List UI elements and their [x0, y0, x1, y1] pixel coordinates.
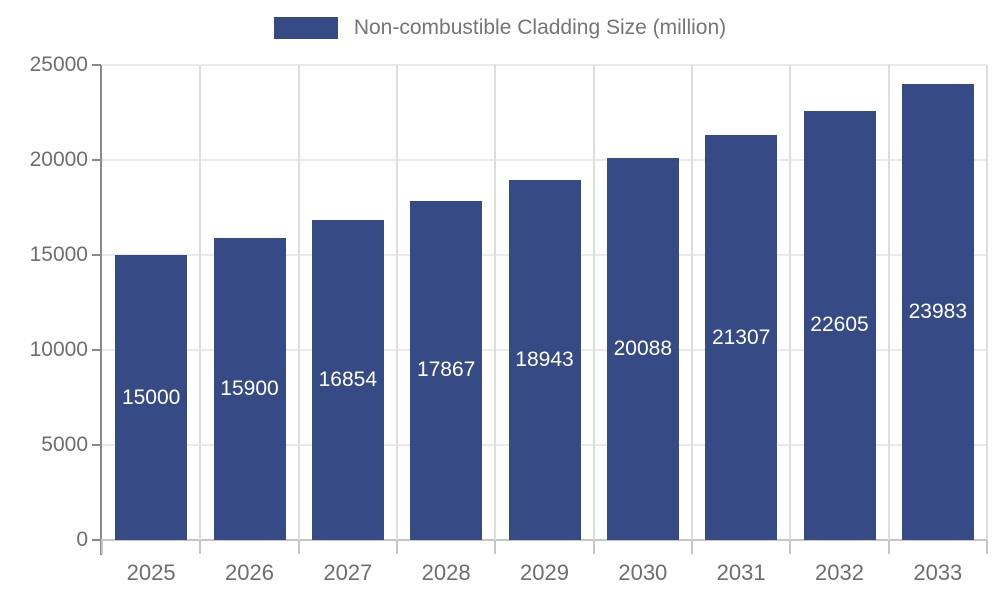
v-gridline — [691, 65, 693, 540]
y-tick-label: 15000 — [29, 243, 88, 266]
x-tick-label: 2026 — [225, 560, 274, 585]
bar-value-label: 18943 — [515, 348, 574, 372]
x-tick — [494, 540, 497, 554]
x-tick — [887, 540, 890, 554]
bar: 17867 — [410, 200, 483, 540]
bar-value-label: 23983 — [908, 300, 968, 324]
v-gridline — [199, 65, 202, 540]
y-tick — [92, 349, 101, 351]
bar: 15000 — [115, 255, 188, 540]
bar: 22605 — [803, 110, 876, 540]
x-tick — [691, 540, 693, 554]
bar-value-label: 21307 — [711, 325, 771, 349]
x-tick-label: 2030 — [618, 560, 668, 585]
bar: 15900 — [213, 237, 286, 540]
h-gridline — [102, 64, 987, 66]
bar: 23983 — [901, 84, 974, 540]
y-tick — [92, 539, 101, 541]
v-gridline — [986, 65, 988, 540]
x-tick — [101, 540, 103, 554]
y-tick-label: 0 — [76, 528, 88, 551]
h-gridline — [102, 159, 987, 161]
x-tick — [199, 540, 202, 554]
x-tick-label: 2027 — [323, 560, 373, 585]
x-axis-line — [100, 539, 987, 541]
bar-value-label: 17867 — [416, 358, 476, 382]
x-tick — [297, 540, 300, 554]
y-tick — [92, 444, 101, 446]
x-tick-label: 2028 — [421, 560, 471, 585]
plot-area: 15000 15900 16854 17867 18943 20088 21307 22605… — [102, 64, 988, 540]
y-tick-label: 10000 — [29, 338, 88, 361]
legend-label: Non-combustible Cladding Size (million) — [353, 16, 727, 39]
x-tick-label: 2033 — [913, 560, 963, 585]
x-tick-label: 2029 — [520, 560, 569, 585]
v-gridline — [592, 65, 595, 540]
v-gridline — [494, 65, 497, 540]
x-tick — [789, 540, 792, 554]
x-tick — [396, 540, 398, 554]
y-tick — [92, 159, 101, 161]
y-tick-label: 25000 — [29, 53, 88, 76]
y-tick-label: 5000 — [41, 433, 88, 456]
bar-value-label: 20088 — [613, 337, 673, 361]
bar-value-label: 16854 — [318, 367, 378, 391]
y-axis-line — [100, 65, 102, 555]
bar-value-label: 15000 — [121, 385, 181, 409]
legend: Non-combustible Cladding Size (million) — [0, 16, 1000, 40]
x-tick-label: 2025 — [126, 560, 176, 585]
v-gridline — [297, 65, 300, 540]
x-tick — [986, 540, 988, 554]
y-tick-label: 20000 — [29, 148, 88, 171]
x-tick — [592, 540, 595, 554]
bar-value-label: 15900 — [220, 376, 279, 400]
bar: 21307 — [705, 135, 778, 540]
bar: 16854 — [311, 219, 384, 540]
y-tick — [92, 64, 101, 66]
v-gridline — [396, 65, 398, 540]
legend-swatch — [273, 17, 338, 39]
bar: 20088 — [606, 158, 679, 540]
v-gridline — [887, 65, 890, 540]
y-tick — [92, 254, 101, 256]
x-tick-label: 2032 — [815, 560, 864, 585]
x-tick-label: 2031 — [716, 560, 766, 585]
v-gridline — [789, 65, 792, 540]
bar-value-label: 22605 — [810, 313, 869, 337]
bar: 18943 — [508, 180, 581, 540]
